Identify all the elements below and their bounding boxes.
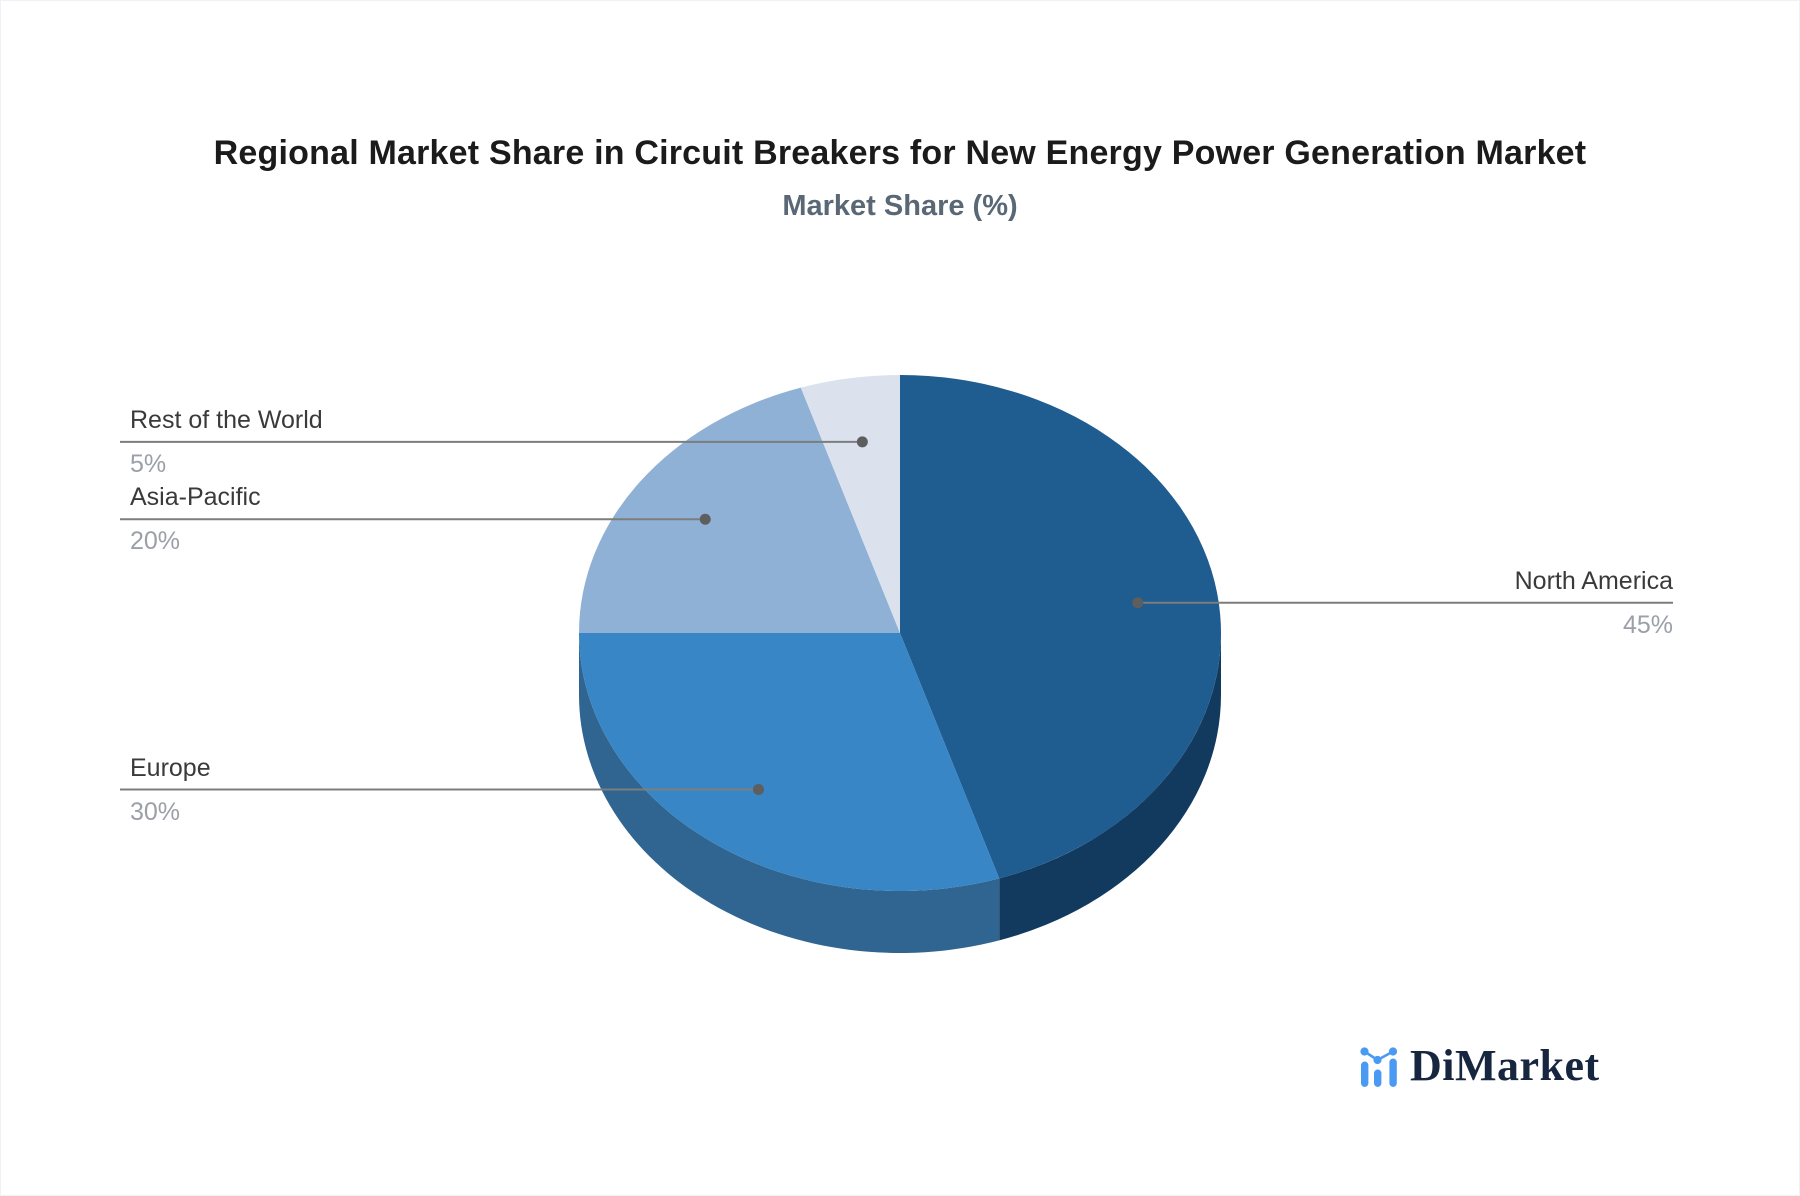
leader-dot-asia-pacific	[699, 513, 711, 525]
dimarket-logo-text: DiMarket	[1410, 1041, 1600, 1090]
pie-slice-rest-of-the-world	[800, 375, 900, 633]
bar-chart-logo-icon	[1360, 1046, 1398, 1087]
pie-slice-side-north-america	[999, 633, 1221, 941]
slice-value-europe: 30%	[130, 797, 181, 826]
leader-dot-north-america	[1132, 597, 1144, 609]
pie-slice-side-europe	[578, 633, 1000, 953]
leader-dot-rest-of-the-world	[856, 436, 868, 448]
pie-slice-europe	[578, 633, 1000, 891]
pie-slice-north-america	[900, 375, 1221, 879]
slice-value-asia-pacific: 20%	[130, 527, 181, 556]
dimarket-logo: DiMarket	[1360, 1042, 1600, 1090]
slice-label-rest-of-the-world: Rest of the World	[130, 405, 323, 434]
pie-slice-asia-pacific	[579, 387, 900, 633]
page-subtitle: Market Share (%)	[782, 190, 1018, 222]
slice-value-north-america: 45%	[1622, 610, 1673, 639]
slice-label-north-america: North America	[1514, 566, 1673, 595]
slice-label-asia-pacific: Asia-Pacific	[130, 483, 261, 512]
slice-value-rest-of-the-world: 5%	[130, 449, 167, 478]
slice-label-europe: Europe	[130, 753, 211, 782]
leader-dot-europe	[752, 784, 764, 796]
page-title: Regional Market Share in Circuit Breaker…	[213, 134, 1587, 172]
